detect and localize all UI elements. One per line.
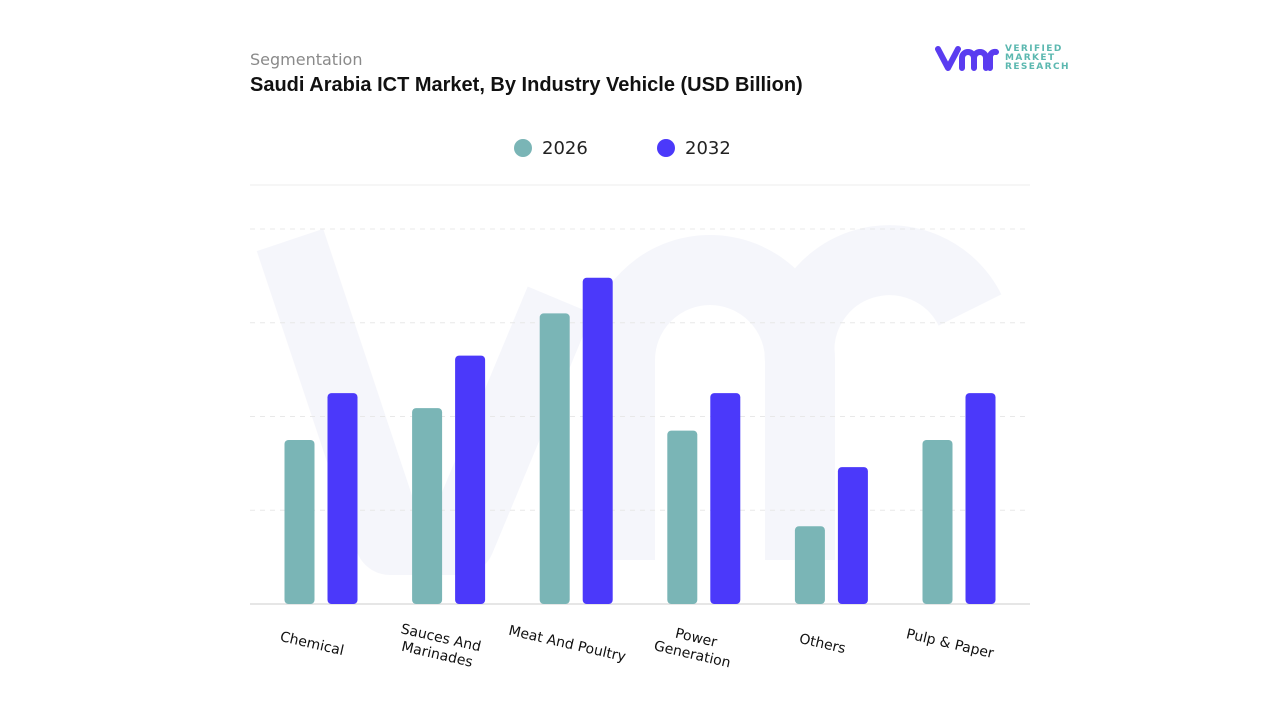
segment-label: Segmentation [250, 50, 363, 69]
bar-2032-0 [327, 393, 358, 604]
bar-2026-3 [667, 430, 698, 604]
legend-label-2026: 2026 [542, 138, 588, 159]
bar-2032-3 [710, 393, 741, 604]
bar-2026-0 [284, 439, 315, 604]
bar-2026-2 [539, 313, 570, 604]
bar-2026-4 [794, 526, 825, 604]
x-tick-label: PowerGeneration [652, 622, 736, 672]
chart-title: Saudi Arabia ICT Market, By Industry Veh… [250, 74, 803, 96]
logo: VERIFIED MARKET RESEARCH [935, 44, 1070, 72]
x-tick-label: Chemical [278, 629, 345, 659]
x-tick-label: Sauces AndMarinades [395, 621, 482, 672]
vmr-logo-icon [935, 46, 999, 71]
x-tick-label: Meat And Poultry [507, 623, 627, 666]
legend-marker-2026 [514, 139, 532, 157]
watermark [256, 225, 1002, 575]
bar-2032-2 [582, 277, 613, 604]
x-tick-label: Others [798, 631, 847, 657]
legend-label-2032: 2032 [685, 138, 731, 159]
bar-2032-4 [837, 467, 868, 604]
legend-marker-2032 [657, 139, 675, 157]
x-tick-label: Pulp & Paper [905, 626, 996, 662]
bar-2026-5 [922, 439, 953, 604]
bar-2032-1 [455, 355, 486, 604]
bar-2026-1 [412, 408, 443, 604]
legend: 2026 2032 [514, 138, 731, 159]
logo-text: VERIFIED MARKET RESEARCH [1005, 43, 1070, 72]
bar-2032-5 [965, 393, 996, 604]
